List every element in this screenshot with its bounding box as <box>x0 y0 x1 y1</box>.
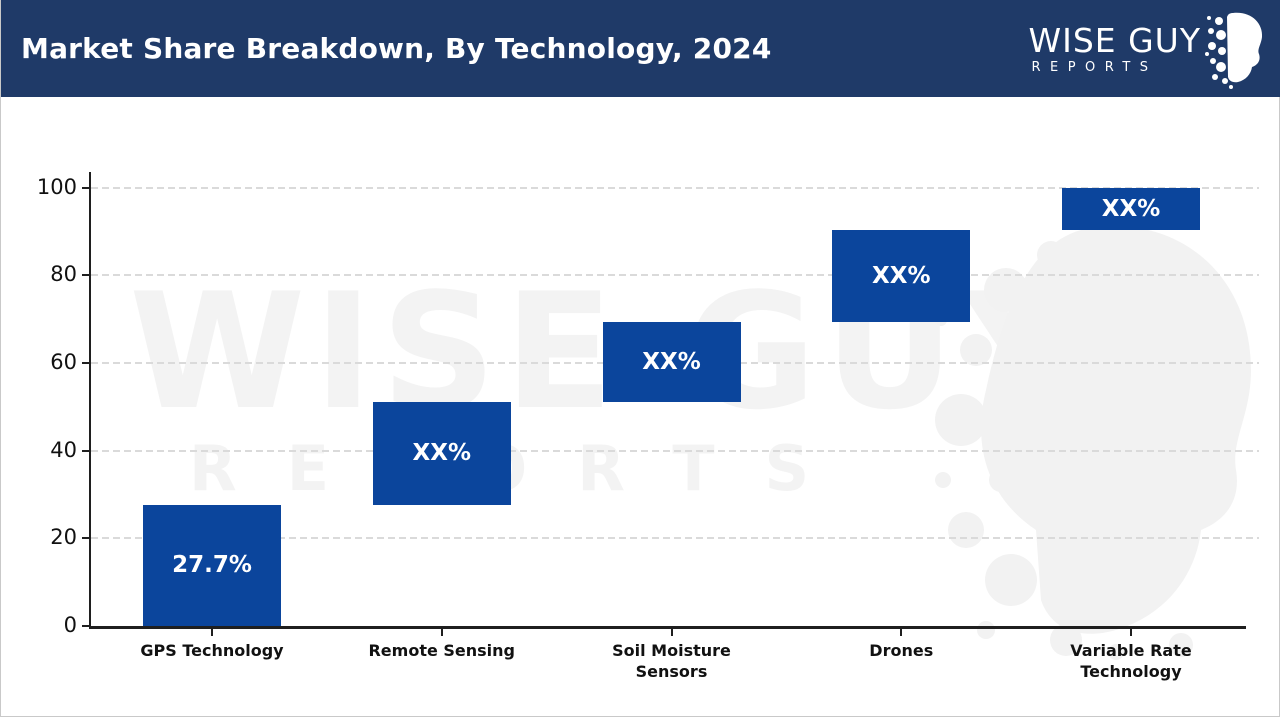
y-tick-mark <box>82 449 89 452</box>
category-label: Remote Sensing <box>368 641 516 660</box>
x-tick-mark <box>211 628 213 636</box>
gridline <box>91 449 1259 452</box>
bar-value-label: XX% <box>412 440 471 467</box>
bar-value-label: XX% <box>871 263 931 290</box>
logo-reports-label: REPORTS <box>1031 59 1158 75</box>
y-tick-label: 0 <box>63 613 77 637</box>
report-header: Market Share Breakdown, By Technology, 2… <box>1 0 1280 97</box>
x-tick-mark <box>1130 628 1132 636</box>
y-tick-mark <box>82 361 89 364</box>
category-label: Soil Moisture Sensors <box>612 641 731 681</box>
y-tick-mark <box>82 186 89 189</box>
logo-text: WISE GUY REPORTS <box>1028 24 1201 74</box>
page-title: Market Share Breakdown, By Technology, 2… <box>21 32 772 65</box>
wise-guy-reports-logo: WISE GUY REPORTS <box>1028 9 1267 89</box>
bar-value-label: XX% <box>642 349 701 376</box>
bar-segment: 27.7% <box>143 504 281 626</box>
y-tick-label: 40 <box>50 437 77 462</box>
y-tick-label: 100 <box>36 174 77 199</box>
y-tick-mark <box>82 537 89 540</box>
bar-segment: XX% <box>602 322 741 403</box>
x-axis-line <box>89 626 1246 629</box>
bar-segment: XX% <box>372 402 511 505</box>
gridline <box>91 186 1259 189</box>
y-axis-line <box>89 172 91 628</box>
gridline <box>91 537 1259 540</box>
logo-wiseguy-label: WISE GUY <box>1028 20 1201 60</box>
y-tick-label: 20 <box>50 525 77 550</box>
category-label: GPS Technology <box>140 641 284 660</box>
bar-segment: XX% <box>832 230 971 323</box>
category-label: Variable Rate Technology <box>1070 641 1192 681</box>
bar-segment: XX% <box>1062 187 1200 231</box>
gridline <box>91 274 1259 277</box>
x-tick-mark <box>670 628 673 636</box>
x-tick-mark <box>900 628 903 636</box>
x-tick-mark <box>440 628 443 636</box>
bar-value-label: XX% <box>1101 195 1161 222</box>
y-tick-mark <box>82 274 89 277</box>
category-label: Drones <box>869 641 934 660</box>
y-tick-label: 60 <box>50 349 77 374</box>
bar-value-label: 27.7% <box>172 552 252 579</box>
y-tick-mark <box>82 625 89 627</box>
head-profile-dots-icon <box>1205 12 1263 89</box>
y-tick-label: 80 <box>50 262 77 287</box>
